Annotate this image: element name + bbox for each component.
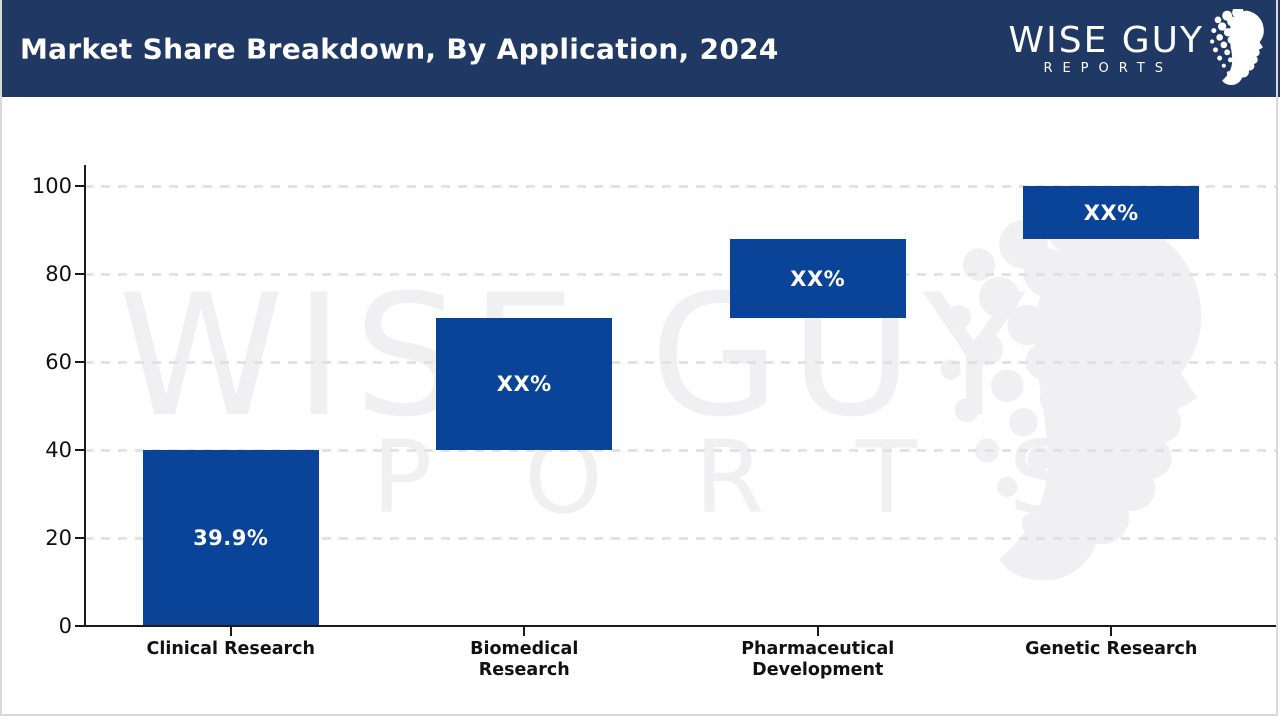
y-tick-label-80: 80: [45, 262, 72, 286]
brand-logo-text: WISE GUY REPORTS: [1008, 19, 1205, 77]
gridline-40: [84, 449, 1277, 452]
y-tick-label-100: 100: [31, 174, 72, 198]
y-tick-60: [75, 361, 84, 363]
y-tick-label-20: 20: [45, 526, 72, 550]
bar-value-label: 39.9%: [193, 526, 269, 551]
gridline-60: [84, 361, 1277, 364]
bar-value-label: XX%: [790, 266, 846, 291]
x-tick-1: [523, 627, 526, 636]
category-label: Pharmaceutical Development: [741, 639, 895, 680]
y-tick-label-60: 60: [45, 350, 72, 374]
brand-subname: REPORTS: [1043, 61, 1174, 77]
y-tick-0: [75, 625, 84, 627]
brand-logo: WISE GUY REPORTS: [1009, 7, 1269, 91]
bar-clinical-research: [142, 450, 319, 626]
watermark-face-logo: [940, 212, 1202, 581]
x-axis-line: [84, 625, 1277, 627]
header-banner: Market Share Breakdown, By Application, …: [0, 0, 1280, 97]
bar-value-label: XX%: [1083, 200, 1139, 225]
category-label: Biomedical Research: [470, 639, 579, 680]
x-tick-2: [816, 627, 819, 636]
category-label: Clinical Research: [146, 639, 315, 659]
bar-biomedical-research: [436, 318, 613, 451]
y-tick-40: [75, 449, 84, 451]
x-tick-0: [229, 627, 232, 636]
y-tick-20: [75, 537, 84, 539]
x-tick-3: [1110, 627, 1113, 636]
bar-pharmaceutical-development: [729, 239, 906, 319]
category-label: Genetic Research: [1025, 639, 1198, 659]
brand-name: WISE GUY: [1008, 19, 1204, 61]
y-tick-80: [75, 273, 84, 275]
chart-title: Market Share Breakdown, By Application, …: [20, 32, 779, 65]
bar-value-label: XX%: [496, 372, 552, 397]
y-axis-line: [84, 165, 86, 627]
y-tick-label-40: 40: [45, 438, 72, 462]
y-tick-label-0: 0: [58, 614, 72, 638]
gridline-20: [84, 537, 1277, 540]
y-tick-100: [75, 185, 84, 187]
brand-face-icon: [1210, 9, 1264, 85]
gridline-80: [84, 273, 1277, 276]
gridline-100: [84, 185, 1277, 188]
bar-genetic-research: [1023, 186, 1200, 240]
